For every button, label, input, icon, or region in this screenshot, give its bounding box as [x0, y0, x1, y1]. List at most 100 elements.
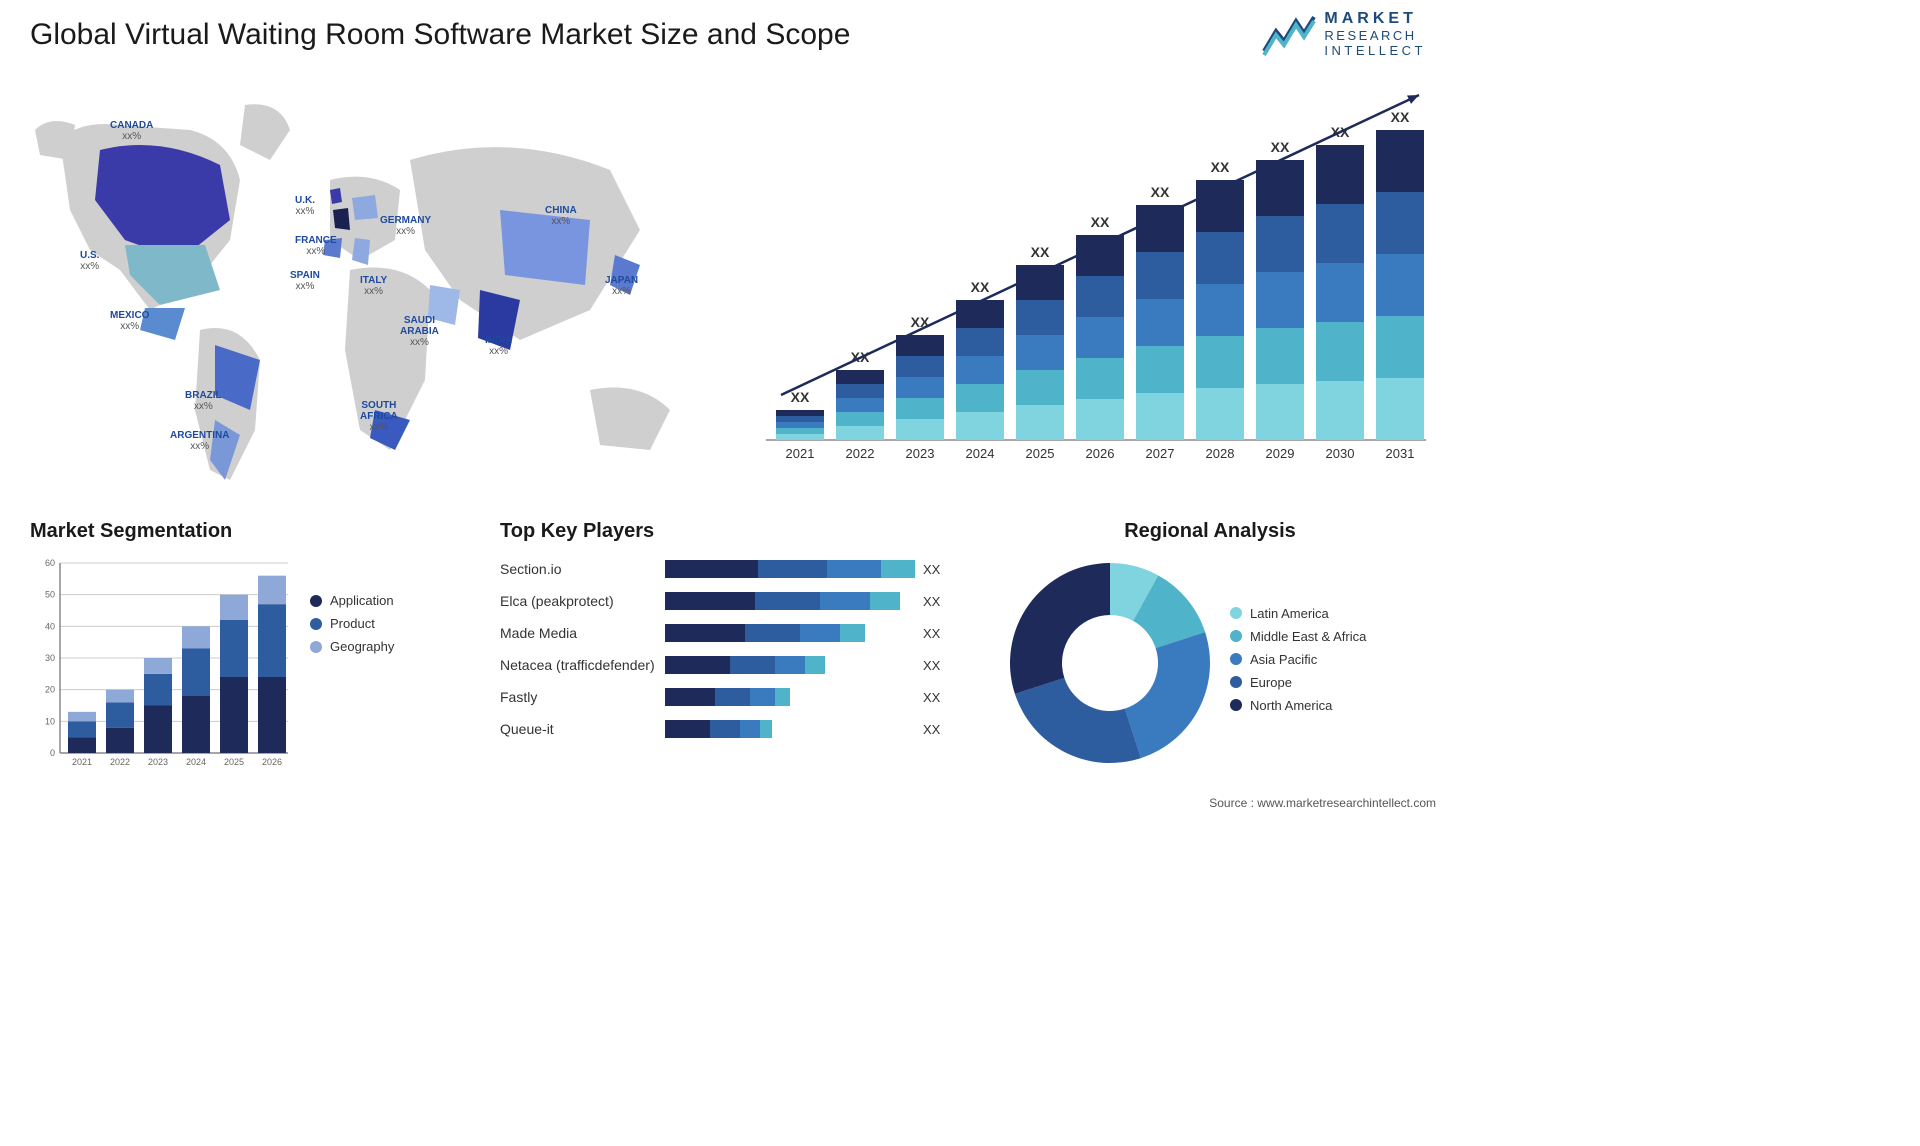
- player-bar: [665, 656, 915, 674]
- player-value: XX: [923, 562, 940, 577]
- growth-chart: XX 2021 XX 2022 XX 2023 XX 2024 XX 2025 XX 2026 XX 20…: [766, 90, 1426, 470]
- legend-item: Geography: [310, 639, 394, 654]
- logo-line1: MARKET: [1324, 10, 1426, 28]
- map-label: MEXICOxx%: [110, 310, 149, 332]
- regional-donut: [1000, 553, 1220, 773]
- player-name: Made Media: [500, 625, 665, 641]
- legend-item: Latin America: [1230, 606, 1366, 621]
- svg-text:2031: 2031: [1386, 446, 1415, 461]
- logo-line2: RESEARCH: [1324, 28, 1426, 43]
- legend-item: North America: [1230, 698, 1366, 713]
- page-title: Global Virtual Waiting Room Software Mar…: [30, 18, 850, 52]
- map-label: CHINAxx%: [545, 205, 577, 227]
- svg-text:XX: XX: [791, 389, 810, 405]
- map-label: JAPANxx%: [605, 275, 638, 297]
- brand-logo: MARKET RESEARCH INTELLECT: [1262, 10, 1426, 58]
- player-name: Queue-it: [500, 721, 665, 737]
- map-label: INDIAxx%: [485, 335, 512, 357]
- players-title: Top Key Players: [500, 520, 970, 543]
- player-name: Section.io: [500, 561, 665, 577]
- player-row: Netacea (trafficdefender) XX: [500, 651, 970, 679]
- world-map-panel: CANADAxx% U.S.xx% MEXICOxx% BRAZILxx% ARGENT…: [30, 90, 710, 490]
- regional-panel: Regional Analysis Latin America Middle Ea…: [1000, 520, 1420, 773]
- logo-line3: INTELLECT: [1324, 43, 1426, 58]
- map-label: SPAINxx%: [290, 270, 320, 292]
- svg-text:2021: 2021: [72, 757, 92, 767]
- svg-text:2025: 2025: [1026, 446, 1055, 461]
- segmentation-legend: Application Product Geography: [310, 593, 394, 773]
- svg-text:2022: 2022: [110, 757, 130, 767]
- svg-text:2026: 2026: [262, 757, 282, 767]
- player-row: Queue-it XX: [500, 715, 970, 743]
- map-label: BRAZILxx%: [185, 390, 222, 412]
- map-label: GERMANYxx%: [380, 215, 431, 237]
- svg-text:2028: 2028: [1206, 446, 1235, 461]
- svg-text:60: 60: [45, 558, 55, 568]
- map-label: U.K.xx%: [295, 195, 315, 217]
- player-value: XX: [923, 690, 940, 705]
- svg-text:2024: 2024: [186, 757, 206, 767]
- segmentation-title: Market Segmentation: [30, 520, 460, 543]
- segmentation-chart: 0 10 20 30 40 50 60 2021 2022 2023 2024 2025 2026: [30, 553, 290, 773]
- svg-text:XX: XX: [1271, 139, 1290, 155]
- legend-item: Europe: [1230, 675, 1366, 690]
- svg-text:2027: 2027: [1146, 446, 1175, 461]
- svg-text:30: 30: [45, 653, 55, 663]
- player-bar: [665, 592, 915, 610]
- map-label: SOUTHAFRICAxx%: [360, 400, 398, 433]
- map-label: ARGENTINAxx%: [170, 430, 229, 452]
- player-name: Fastly: [500, 689, 665, 705]
- player-name: Elca (peakprotect): [500, 593, 665, 609]
- player-bar: [665, 560, 915, 578]
- svg-text:2021: 2021: [786, 446, 815, 461]
- svg-text:0: 0: [50, 748, 55, 758]
- players-panel: Top Key Players Section.ioXXElca (peakpr…: [500, 520, 970, 747]
- svg-text:10: 10: [45, 716, 55, 726]
- svg-text:2023: 2023: [906, 446, 935, 461]
- svg-text:XX: XX: [1151, 184, 1170, 200]
- player-row: Made Media XX: [500, 619, 970, 647]
- svg-text:2026: 2026: [1086, 446, 1115, 461]
- player-bar: [665, 624, 915, 642]
- players-list: Section.ioXXElca (peakprotect)XXMade Med…: [500, 555, 970, 743]
- legend-item: Product: [310, 616, 394, 631]
- svg-text:XX: XX: [1211, 159, 1230, 175]
- player-bar: [665, 720, 915, 738]
- player-bar: [665, 688, 915, 706]
- svg-text:50: 50: [45, 590, 55, 600]
- legend-item: Application: [310, 593, 394, 608]
- svg-text:2030: 2030: [1326, 446, 1355, 461]
- player-value: XX: [923, 722, 940, 737]
- svg-text:XX: XX: [971, 279, 990, 295]
- regional-legend: Latin America Middle East & Africa Asia Pa…: [1230, 606, 1366, 721]
- player-row: Fastly XX: [500, 683, 970, 711]
- map-label: ITALYxx%: [360, 275, 387, 297]
- source-attribution: Source : www.marketresearchintellect.com: [1209, 796, 1436, 810]
- svg-text:XX: XX: [1031, 244, 1050, 260]
- svg-text:40: 40: [45, 621, 55, 631]
- logo-icon: [1262, 11, 1316, 57]
- map-label: U.S.xx%: [80, 250, 99, 272]
- legend-item: Middle East & Africa: [1230, 629, 1366, 644]
- svg-text:XX: XX: [1391, 109, 1410, 125]
- svg-text:2029: 2029: [1266, 446, 1295, 461]
- player-row: Section.io XX: [500, 555, 970, 583]
- player-value: XX: [923, 626, 940, 641]
- map-label: CANADAxx%: [110, 120, 153, 142]
- player-row: Elca (peakprotect) XX: [500, 587, 970, 615]
- svg-text:20: 20: [45, 685, 55, 695]
- legend-item: Asia Pacific: [1230, 652, 1366, 667]
- svg-text:2024: 2024: [966, 446, 995, 461]
- svg-text:2023: 2023: [148, 757, 168, 767]
- player-value: XX: [923, 594, 940, 609]
- segmentation-panel: Market Segmentation 0 10 20 30 40 50 60 2021 202…: [30, 520, 460, 773]
- growth-chart-panel: XX 2021 XX 2022 XX 2023 XX 2024 XX 2025 XX 2026 XX 20…: [766, 90, 1426, 470]
- map-label: FRANCExx%: [295, 235, 337, 257]
- player-name: Netacea (trafficdefender): [500, 657, 665, 673]
- svg-text:XX: XX: [1091, 214, 1110, 230]
- player-value: XX: [923, 658, 940, 673]
- svg-text:2025: 2025: [224, 757, 244, 767]
- regional-title: Regional Analysis: [1000, 520, 1420, 543]
- map-label: SAUDIARABIAxx%: [400, 315, 439, 348]
- svg-text:2022: 2022: [846, 446, 875, 461]
